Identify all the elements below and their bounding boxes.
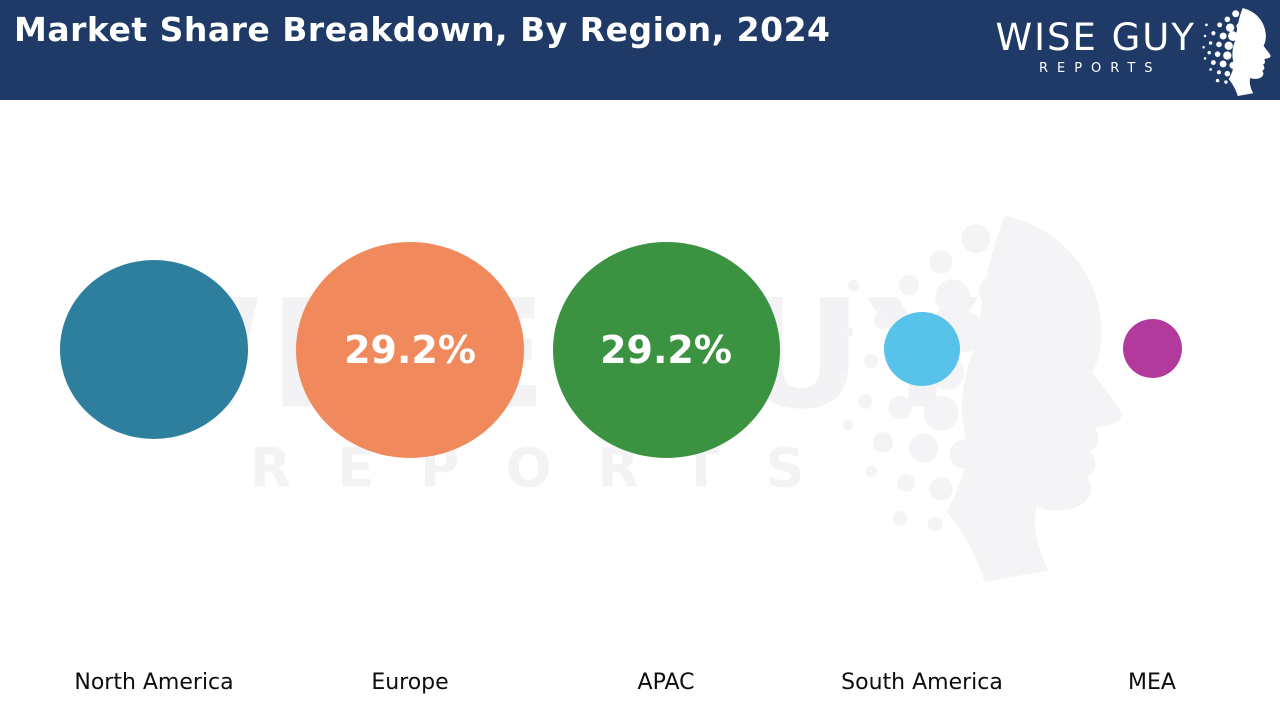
head-profile-icon (1196, 4, 1274, 96)
watermark-head-icon (808, 198, 1138, 582)
wise-guy-logo: WISE GUY REPORTS (996, 16, 1196, 76)
bubble-value-label: 29.2% (344, 328, 476, 372)
bubble-mea (1122, 318, 1182, 378)
bubble-south-america (884, 312, 960, 386)
logo-subtext: REPORTS (1038, 61, 1162, 76)
page-title: Market Share Breakdown, By Region, 2024 (14, 10, 831, 49)
category-label-mea: MEA (1128, 670, 1176, 695)
category-label-europe: Europe (371, 670, 449, 695)
bubble-north-america (60, 259, 248, 439)
category-label-north-america: North America (74, 670, 234, 695)
logo-wordmark: WISE GUY (995, 16, 1196, 59)
category-label-south-america: South America (841, 670, 1003, 695)
header-bar: Market Share Breakdown, By Region, 2024 … (0, 0, 1280, 100)
bubble-europe: 29.2% (296, 242, 524, 458)
bubble-value-label: 29.2% (600, 328, 732, 372)
bubble-apac: 29.2% (552, 242, 780, 458)
category-label-apac: APAC (637, 670, 695, 695)
